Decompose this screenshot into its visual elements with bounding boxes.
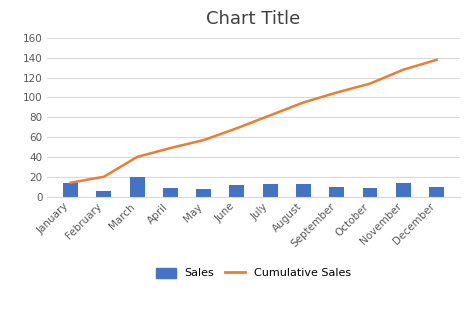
Bar	[296, 184, 311, 197]
Legend: Sales, Cumulative Sales: Sales, Cumulative Sales	[151, 263, 356, 283]
Bar	[196, 189, 211, 197]
Bar	[396, 183, 411, 197]
Bar	[429, 187, 444, 197]
Bar	[96, 191, 111, 197]
Bar	[229, 184, 245, 197]
Bar	[329, 187, 344, 197]
Bar	[163, 188, 178, 197]
Bar	[263, 184, 278, 197]
Bar	[63, 183, 78, 197]
Bar	[363, 188, 377, 197]
Bar	[130, 177, 145, 197]
Title: Chart Title: Chart Title	[207, 10, 301, 28]
